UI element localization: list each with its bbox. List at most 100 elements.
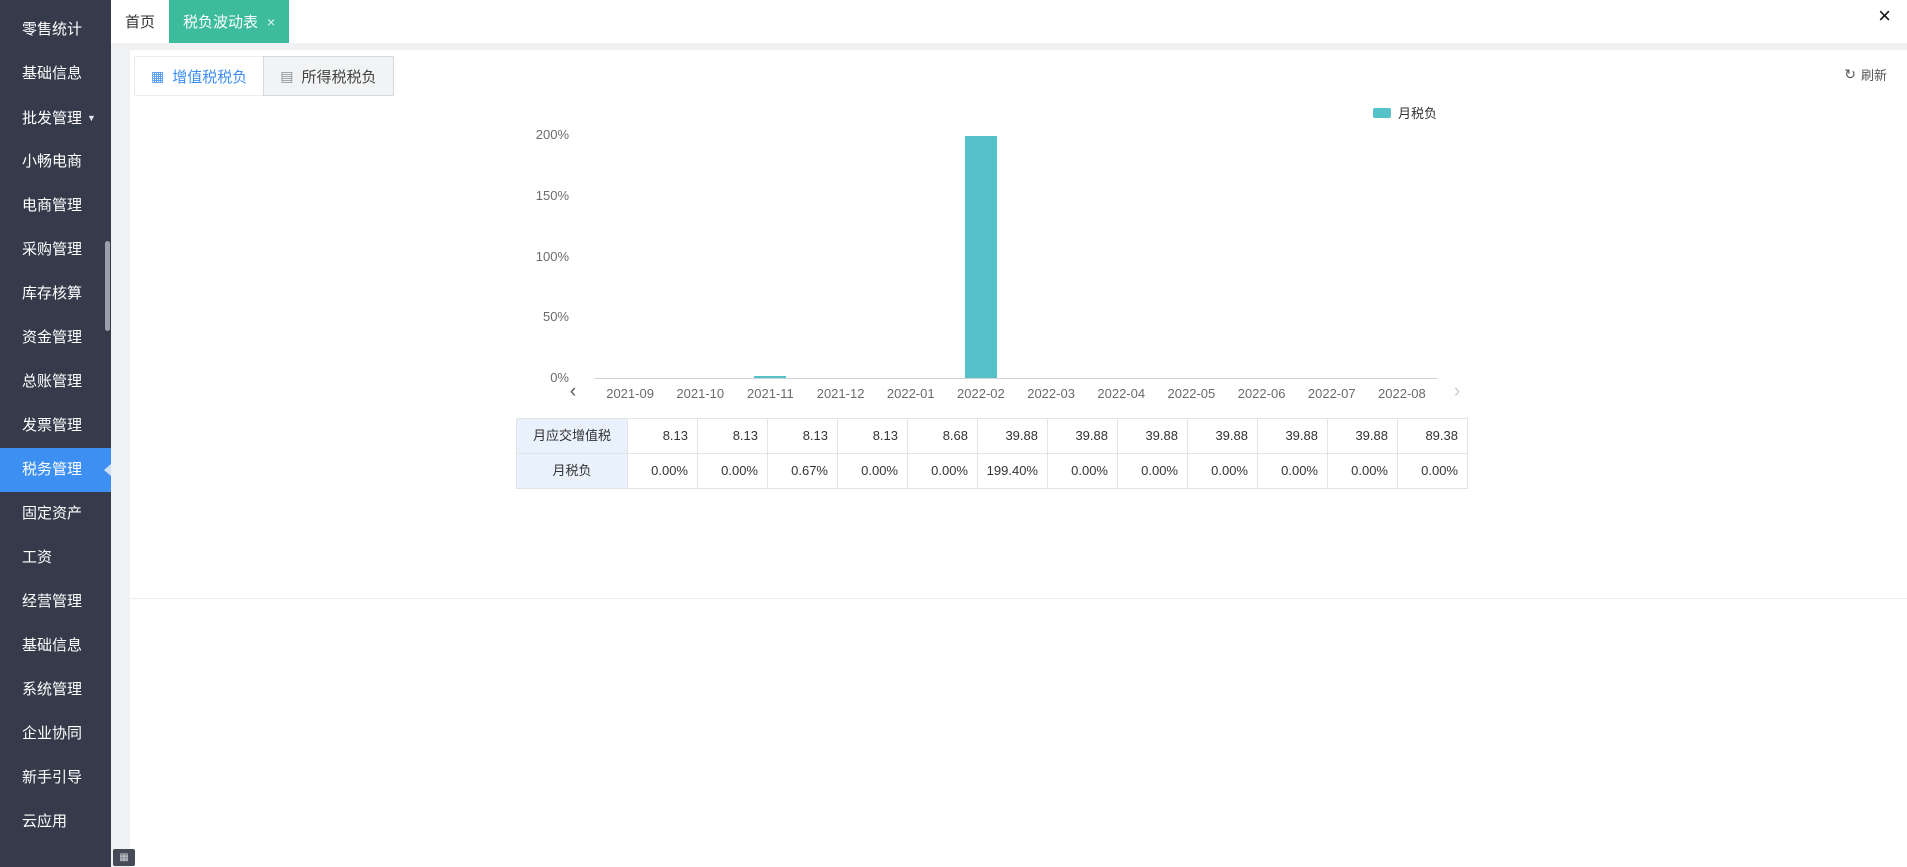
- x-axis-label: 2021-09: [606, 386, 654, 401]
- sidebar-item-label: 零售统计: [22, 21, 83, 38]
- sidebar-item-9[interactable]: 发票管理: [0, 404, 111, 448]
- table-cell: 39.88: [1118, 419, 1188, 454]
- chart-bar: [964, 136, 997, 378]
- sidebar-item-10[interactable]: 税务管理: [0, 448, 111, 492]
- sidebar-item-16[interactable]: 企业协同: [0, 712, 111, 756]
- sidebar-item-12[interactable]: 工资: [0, 536, 111, 580]
- x-axis-label: 2022-08: [1378, 386, 1426, 401]
- refresh-button[interactable]: ↻ 刷新: [1844, 65, 1887, 84]
- sidebar-item-label: 电商管理: [22, 197, 83, 214]
- legend-swatch: [1373, 107, 1391, 118]
- table-cell: 8.13: [628, 419, 698, 454]
- tab-home[interactable]: 首页: [111, 0, 169, 43]
- legend-label: 月税负: [1398, 106, 1438, 121]
- sidebar-item-8[interactable]: 总账管理: [0, 360, 111, 404]
- sidebar-item-2[interactable]: 批发管理 ▼: [0, 96, 111, 140]
- table-cell: 8.13: [838, 419, 908, 454]
- sidebar-item-label: 基础信息: [22, 637, 83, 654]
- sidebar-item-label: 批发管理: [22, 110, 83, 127]
- table-cell: 8.13: [768, 419, 838, 454]
- sidebar-item-label: 资金管理: [22, 329, 83, 346]
- grid-icon: ▤: [280, 67, 294, 84]
- tab-home-label: 首页: [125, 14, 156, 31]
- table-cell: 0.00%: [1188, 454, 1258, 489]
- sidebar-item-label: 税务管理: [22, 461, 83, 478]
- window-close-icon[interactable]: ×: [1878, 3, 1891, 28]
- sidebar-item-label: 发票管理: [22, 417, 83, 434]
- left-gap: [111, 43, 130, 867]
- sidebar-item-4[interactable]: 电商管理: [0, 184, 111, 228]
- sidebar-item-label: 工资: [22, 549, 53, 566]
- table-row-label: 月应交增值税: [517, 419, 628, 454]
- table-cell: 39.88: [1048, 419, 1118, 454]
- table-cell: 0.00%: [1328, 454, 1398, 489]
- sidebar-item-14[interactable]: 基础信息: [0, 624, 111, 668]
- refresh-icon: ↻: [1844, 66, 1856, 82]
- sidebar-item-label: 固定资产: [22, 505, 83, 522]
- grid-icon: ▦: [151, 67, 165, 84]
- refresh-label: 刷新: [1860, 68, 1887, 83]
- top-tabbar: 首页 税负波动表 × ×: [111, 0, 1907, 43]
- widget-corner-icon[interactable]: ▦: [113, 849, 135, 866]
- table-row: 月税负 0.00% 0.00% 0.67% 0.00% 0.00% 199.40% 0.00%…: [517, 454, 1468, 489]
- sidebar: 零售统计 基础信息 批发管理 ▼ 小畅电商 电商管理 采购管理 库存核算 资金管理 总账管理 发票管…: [0, 0, 111, 867]
- x-axis-label: 2022-01: [886, 386, 935, 401]
- content-area: ▦ 增值税税负 ▤ 所得税税负 ↻ 刷新 月税负 ‹ › 0% 50% 100% 15…: [111, 43, 1907, 867]
- y-axis-tick: 0%: [550, 370, 569, 385]
- sidebar-item-5[interactable]: 采购管理: [0, 228, 111, 272]
- sidebar-item-15[interactable]: 系统管理: [0, 668, 111, 712]
- pivot-table: 月应交增值税 8.13 8.13 8.13 8.13 8.68 39.88 39.88 39.8…: [516, 418, 1468, 489]
- sidebar-item-18[interactable]: 云应用: [0, 800, 111, 844]
- x-axis-label: 2022-05: [1167, 386, 1216, 401]
- sidebar-item-6[interactable]: 库存核算: [0, 272, 111, 316]
- x-axis-label: 2021-12: [816, 386, 865, 401]
- tab-tax-fluctuation-label: 税负波动表: [183, 14, 259, 31]
- sidebar-item-1[interactable]: 基础信息: [0, 52, 111, 96]
- x-axis-label: 2022-03: [1027, 386, 1075, 401]
- vat-burden-chart: ‹ › 0% 50% 100% 150% 200% 2021-09 2021-10 2021-…: [111, 43, 1907, 603]
- top-gap: [111, 43, 1907, 50]
- chart-next-icon[interactable]: ›: [1453, 381, 1461, 402]
- sidebar-item-0[interactable]: 零售统计: [0, 8, 111, 52]
- sidebar-item-7[interactable]: 资金管理: [0, 316, 111, 360]
- table-cell: 0.00%: [838, 454, 908, 489]
- sidebar-item-label: 云应用: [22, 813, 68, 830]
- sidebar-item-17[interactable]: 新手引导: [0, 756, 111, 800]
- tab-close-icon[interactable]: ×: [267, 13, 276, 30]
- table-cell: 0.00%: [1048, 454, 1118, 489]
- table-cell: 199.40%: [978, 454, 1048, 489]
- table-row: 月应交增值税 8.13 8.13 8.13 8.13 8.68 39.88 39.88 39.8…: [517, 419, 1468, 454]
- x-axis-label: 2021-10: [676, 386, 725, 401]
- table-cell: 0.00%: [628, 454, 698, 489]
- x-axis-line: [595, 378, 1437, 379]
- sidebar-item-3[interactable]: 小畅电商: [0, 140, 111, 184]
- table-cell: 39.88: [1188, 419, 1258, 454]
- table-cell: 39.88: [1328, 419, 1398, 454]
- panel-divider: [130, 598, 1907, 599]
- sidebar-item-13[interactable]: 经营管理: [0, 580, 111, 624]
- table-cell: 0.00%: [1398, 454, 1468, 489]
- tab-vat-burden[interactable]: ▦ 增值税税负: [134, 56, 265, 96]
- chart-prev-icon[interactable]: ‹: [569, 381, 577, 402]
- sidebar-scrollbar[interactable]: [105, 241, 110, 331]
- sidebar-item-label: 总账管理: [22, 373, 83, 390]
- x-axis-label: 2022-04: [1097, 386, 1146, 401]
- table-cell: 0.00%: [1258, 454, 1328, 489]
- tab-income-tax-burden[interactable]: ▤ 所得税税负: [263, 56, 394, 96]
- table-cell: 0.00%: [698, 454, 768, 489]
- panel-tabs: ▦ 增值税税负 ▤ 所得税税负: [134, 56, 394, 96]
- table-cell: 39.88: [1258, 419, 1328, 454]
- chart-bar: [754, 376, 787, 378]
- table-cell: 8.68: [908, 419, 978, 454]
- x-axis-label: 2022-02: [957, 386, 1005, 401]
- table-cell: 0.00%: [1118, 454, 1188, 489]
- x-axis-label: 2022-06: [1237, 386, 1286, 401]
- active-item-notch: [104, 464, 111, 476]
- sidebar-item-label: 企业协同: [22, 725, 83, 742]
- sidebar-item-11[interactable]: 固定资产: [0, 492, 111, 536]
- sidebar-menu: 零售统计 基础信息 批发管理 ▼ 小畅电商 电商管理 采购管理 库存核算 资金管理 总账管理 发票管…: [0, 0, 111, 844]
- x-axis-label: 2021-11: [747, 386, 794, 401]
- y-axis-tick: 100%: [535, 248, 569, 264]
- chart-legend[interactable]: 月税负: [1373, 103, 1437, 122]
- tab-tax-fluctuation[interactable]: 税负波动表 ×: [169, 0, 290, 43]
